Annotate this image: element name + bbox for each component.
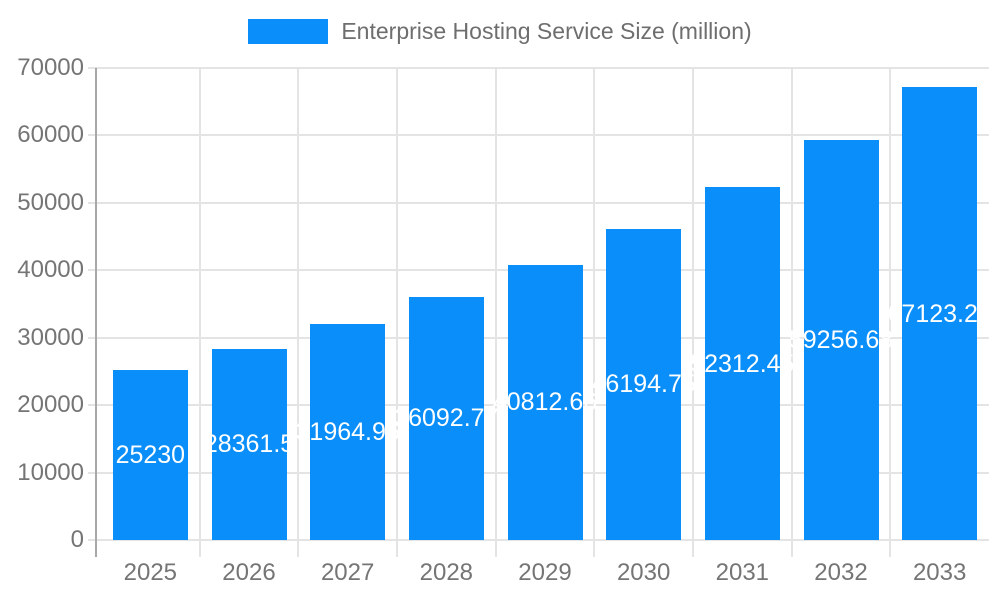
category-gridline <box>396 68 398 557</box>
y-axis-label: 70000 <box>17 54 84 81</box>
x-axis-label: 2028 <box>419 559 474 586</box>
y-axis-label: 20000 <box>17 391 84 419</box>
y-gridline <box>88 134 989 137</box>
x-axis-label: 2026 <box>222 559 276 586</box>
bar-value-label: 59256.68 <box>788 326 894 355</box>
category-gridline <box>198 68 201 557</box>
x-axis-label: 2030 <box>616 559 671 586</box>
x-axis-label: 2029 <box>518 559 572 586</box>
bar[interactable] <box>408 296 484 540</box>
bar[interactable] <box>112 369 188 540</box>
y-axis-label: 50000 <box>17 188 84 216</box>
category-gridline <box>297 68 300 557</box>
bar-value-label: 25230 <box>115 440 186 469</box>
bar[interactable] <box>902 87 978 540</box>
bar[interactable] <box>606 228 682 540</box>
y-axis-line <box>95 68 97 557</box>
legend[interactable]: Enterprise Hosting Service Size (million… <box>0 18 1000 45</box>
bar-value-label: 52312.45 <box>690 349 795 378</box>
y-axis-label: 10000 <box>17 458 84 486</box>
category-gridline <box>494 68 497 557</box>
bar-value-label: 46194.75 <box>591 370 696 399</box>
x-axis-label: 2027 <box>320 559 375 586</box>
bar[interactable] <box>211 348 287 540</box>
bar-value-label: 40812.66 <box>492 388 598 417</box>
x-axis-label: 2033 <box>912 559 967 586</box>
legend-label[interactable]: Enterprise Hosting Service Size (million… <box>341 18 752 44</box>
bar[interactable] <box>803 140 879 540</box>
y-axis-label: 60000 <box>17 121 84 149</box>
legend-swatch[interactable] <box>248 19 329 44</box>
bar[interactable] <box>507 264 583 540</box>
bar[interactable] <box>310 324 386 540</box>
y-axis-label: 40000 <box>17 256 84 284</box>
category-gridline <box>593 68 596 557</box>
x-axis-label: 2032 <box>814 559 868 586</box>
bar-value-label: 31964.96 <box>295 418 400 447</box>
y-gridline <box>88 67 989 69</box>
y-axis-label: 0 <box>70 526 84 553</box>
x-axis-label: 2031 <box>715 559 770 586</box>
bar-value-label: 28361.5 <box>203 430 295 459</box>
bar-value-label: 36092.77 <box>394 404 499 433</box>
category-gridline <box>692 68 694 557</box>
category-gridline <box>790 68 793 557</box>
y-gridline <box>88 539 989 541</box>
category-gridline <box>889 68 892 557</box>
y-gridline <box>88 201 989 204</box>
bar[interactable] <box>704 187 780 540</box>
x-axis-label: 2025 <box>123 559 178 586</box>
bar-value-label: 67123.25 <box>887 299 992 328</box>
y-axis-label: 30000 <box>17 323 84 351</box>
